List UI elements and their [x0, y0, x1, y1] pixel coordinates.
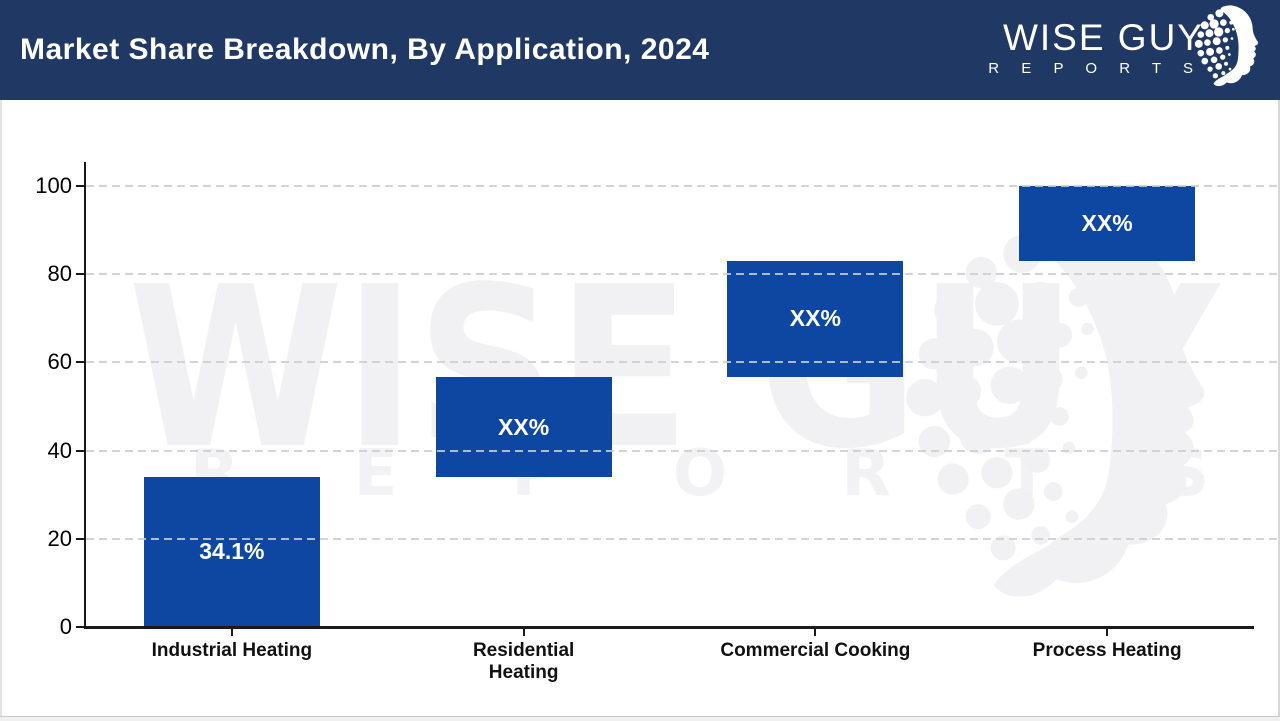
gridline	[86, 185, 1278, 187]
bar-value-label: XX%	[789, 305, 841, 332]
gridline	[86, 273, 1278, 276]
bar-segment	[143, 476, 320, 627]
header-bar: Market Share Breakdown, By Application, …	[0, 0, 1280, 100]
y-tick-label: 0	[59, 614, 72, 639]
y-tick-label: 100	[35, 173, 72, 198]
x-tick-label: Process Heating	[1032, 640, 1182, 661]
brand-subtitle: R E P O R T S	[988, 59, 1202, 77]
page-title: Market Share Breakdown, By Application, …	[20, 33, 710, 66]
brand-name: WISE GUY	[1002, 16, 1204, 58]
y-axis-line	[84, 162, 86, 629]
y-tick-mark	[76, 537, 84, 540]
gridline	[86, 537, 1278, 540]
bar-value-label: XX%	[498, 413, 550, 440]
x-tick-mark	[522, 629, 525, 636]
y-tick-label: 40	[47, 437, 72, 463]
y-tick-label: 60	[47, 349, 72, 375]
y-tick-label: 20	[47, 525, 72, 551]
x-tick-label: Residential Heating	[472, 640, 575, 683]
bar-value-label: XX%	[1081, 209, 1133, 236]
y-tick-mark	[76, 449, 84, 452]
x-tick-mark	[1106, 629, 1109, 636]
y-tick-label: 80	[47, 261, 72, 287]
gridline	[86, 361, 1278, 364]
brand-logo-text: WISE GUY R E P O R T S	[988, 19, 1204, 76]
brand-logo: WISE GUY R E P O R T S	[988, 4, 1270, 96]
page-border-left	[0, 100, 2, 720]
bar-segment	[727, 260, 904, 378]
y-tick-mark	[76, 185, 84, 187]
x-tick-mark	[814, 629, 817, 636]
x-tick-label: Industrial Heating	[151, 640, 313, 661]
page-border-bottom	[0, 716, 1280, 721]
x-tick-mark	[230, 629, 233, 636]
bar-value-label: 34.1%	[199, 538, 265, 565]
y-tick-mark	[76, 361, 84, 364]
page-border-right	[1278, 100, 1280, 720]
bar-segment	[435, 377, 612, 477]
x-tick-label: Commercial Cooking	[720, 640, 911, 661]
gridline	[86, 449, 1278, 452]
bar-segment	[1019, 186, 1196, 261]
y-tick-mark	[76, 626, 84, 628]
x-axis-line	[84, 626, 1254, 629]
brand-face-icon	[1190, 4, 1270, 97]
y-tick-mark	[76, 273, 84, 276]
